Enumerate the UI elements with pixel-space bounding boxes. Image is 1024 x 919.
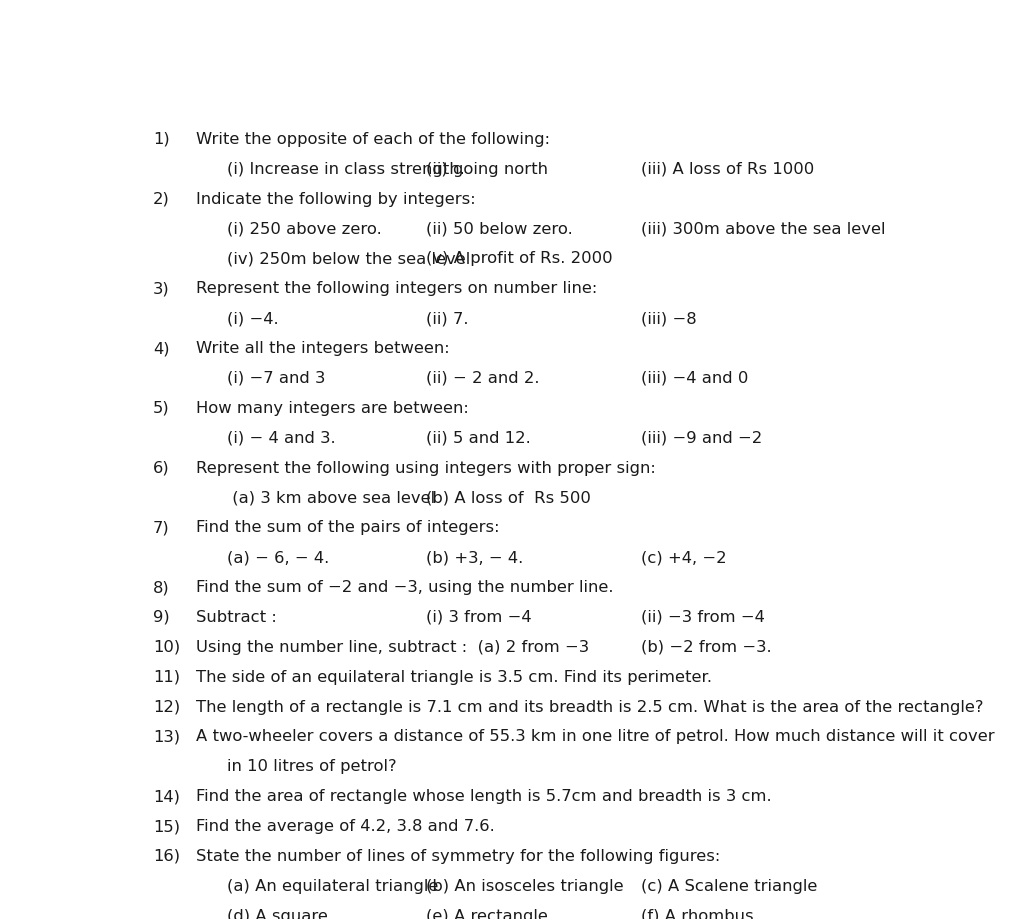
- Text: 3): 3): [153, 281, 170, 296]
- Text: (ii) − 2 and 2.: (ii) − 2 and 2.: [426, 370, 540, 386]
- Text: (iii) −9 and −2: (iii) −9 and −2: [641, 430, 762, 445]
- Text: 6): 6): [153, 460, 170, 475]
- Text: Write the opposite of each of the following:: Write the opposite of each of the follow…: [197, 131, 550, 147]
- Text: Write all the integers between:: Write all the integers between:: [197, 341, 450, 356]
- Text: 16): 16): [153, 848, 180, 863]
- Text: (b) An isosceles triangle: (b) An isosceles triangle: [426, 878, 624, 893]
- Text: 4): 4): [153, 341, 169, 356]
- Text: The side of an equilateral triangle is 3.5 cm. Find its perimeter.: The side of an equilateral triangle is 3…: [197, 669, 713, 684]
- Text: (i) Increase in class strength.: (i) Increase in class strength.: [227, 162, 465, 176]
- Text: (iv) 250m below the sea level: (iv) 250m below the sea level: [227, 251, 470, 267]
- Text: (c) +4, −2: (c) +4, −2: [641, 550, 727, 564]
- Text: A two-wheeler covers a distance of 55.3 km in one litre of petrol. How much dist: A two-wheeler covers a distance of 55.3 …: [197, 729, 995, 743]
- Text: 13): 13): [153, 729, 180, 743]
- Text: Find the sum of the pairs of integers:: Find the sum of the pairs of integers:: [197, 520, 500, 535]
- Text: 7): 7): [153, 520, 170, 535]
- Text: (a) An equilateral triangle: (a) An equilateral triangle: [227, 878, 438, 893]
- Text: (iii) 300m above the sea level: (iii) 300m above the sea level: [641, 221, 886, 236]
- Text: Using the number line, subtract :  (a) 2 from −3: Using the number line, subtract : (a) 2 …: [197, 639, 590, 654]
- Text: (ii) 50 below zero.: (ii) 50 below zero.: [426, 221, 573, 236]
- Text: (i) − 4 and 3.: (i) − 4 and 3.: [227, 430, 336, 445]
- Text: (i) −4.: (i) −4.: [227, 311, 279, 326]
- Text: 12): 12): [153, 698, 180, 714]
- Text: Find the average of 4.2, 3.8 and 7.6.: Find the average of 4.2, 3.8 and 7.6.: [197, 818, 495, 834]
- Text: (ii) −3 from −4: (ii) −3 from −4: [641, 609, 765, 624]
- Text: 8): 8): [153, 580, 170, 595]
- Text: Indicate the following by integers:: Indicate the following by integers:: [197, 191, 476, 207]
- Text: (ii) 7.: (ii) 7.: [426, 311, 469, 326]
- Text: Represent the following using integers with proper sign:: Represent the following using integers w…: [197, 460, 656, 475]
- Text: (b) −2 from −3.: (b) −2 from −3.: [641, 639, 772, 654]
- Text: (f) A rhombus: (f) A rhombus: [641, 908, 754, 919]
- Text: Find the area of rectangle whose length is 5.7cm and breadth is 3 cm.: Find the area of rectangle whose length …: [197, 789, 772, 803]
- Text: 1): 1): [153, 131, 170, 147]
- Text: (iii) −8: (iii) −8: [641, 311, 696, 326]
- Text: 14): 14): [153, 789, 180, 803]
- Text: The length of a rectangle is 7.1 cm and its breadth is 2.5 cm. What is the area : The length of a rectangle is 7.1 cm and …: [197, 698, 984, 714]
- Text: (b) A loss of  Rs 500: (b) A loss of Rs 500: [426, 490, 591, 505]
- Text: (a) 3 km above sea level: (a) 3 km above sea level: [227, 490, 435, 505]
- Text: (ii) 5 and 12.: (ii) 5 and 12.: [426, 430, 531, 445]
- Text: 15): 15): [153, 818, 180, 834]
- Text: 5): 5): [153, 401, 170, 415]
- Text: (d) A square: (d) A square: [227, 908, 328, 919]
- Text: (ii) going north: (ii) going north: [426, 162, 549, 176]
- Text: (e) A rectangle: (e) A rectangle: [426, 908, 548, 919]
- Text: 11): 11): [153, 669, 180, 684]
- Text: (c) A Scalene triangle: (c) A Scalene triangle: [641, 878, 817, 893]
- Text: State the number of lines of symmetry for the following figures:: State the number of lines of symmetry fo…: [197, 848, 721, 863]
- Text: (v) A profit of Rs. 2000: (v) A profit of Rs. 2000: [426, 251, 613, 267]
- Text: Subtract :: Subtract :: [197, 609, 276, 624]
- Text: Represent the following integers on number line:: Represent the following integers on numb…: [197, 281, 597, 296]
- Text: (b) +3, − 4.: (b) +3, − 4.: [426, 550, 523, 564]
- Text: (iii) −4 and 0: (iii) −4 and 0: [641, 370, 749, 386]
- Text: Find the sum of −2 and −3, using the number line.: Find the sum of −2 and −3, using the num…: [197, 580, 613, 595]
- Text: (i) 250 above zero.: (i) 250 above zero.: [227, 221, 382, 236]
- Text: How many integers are between:: How many integers are between:: [197, 401, 469, 415]
- Text: (a) − 6, − 4.: (a) − 6, − 4.: [227, 550, 330, 564]
- Text: 2): 2): [153, 191, 170, 207]
- Text: 10): 10): [153, 639, 180, 654]
- Text: in 10 litres of petrol?: in 10 litres of petrol?: [227, 758, 397, 774]
- Text: (iii) A loss of Rs 1000: (iii) A loss of Rs 1000: [641, 162, 814, 176]
- Text: 9): 9): [153, 609, 170, 624]
- Text: (i) −7 and 3: (i) −7 and 3: [227, 370, 326, 386]
- Text: (i) 3 from −4: (i) 3 from −4: [426, 609, 532, 624]
